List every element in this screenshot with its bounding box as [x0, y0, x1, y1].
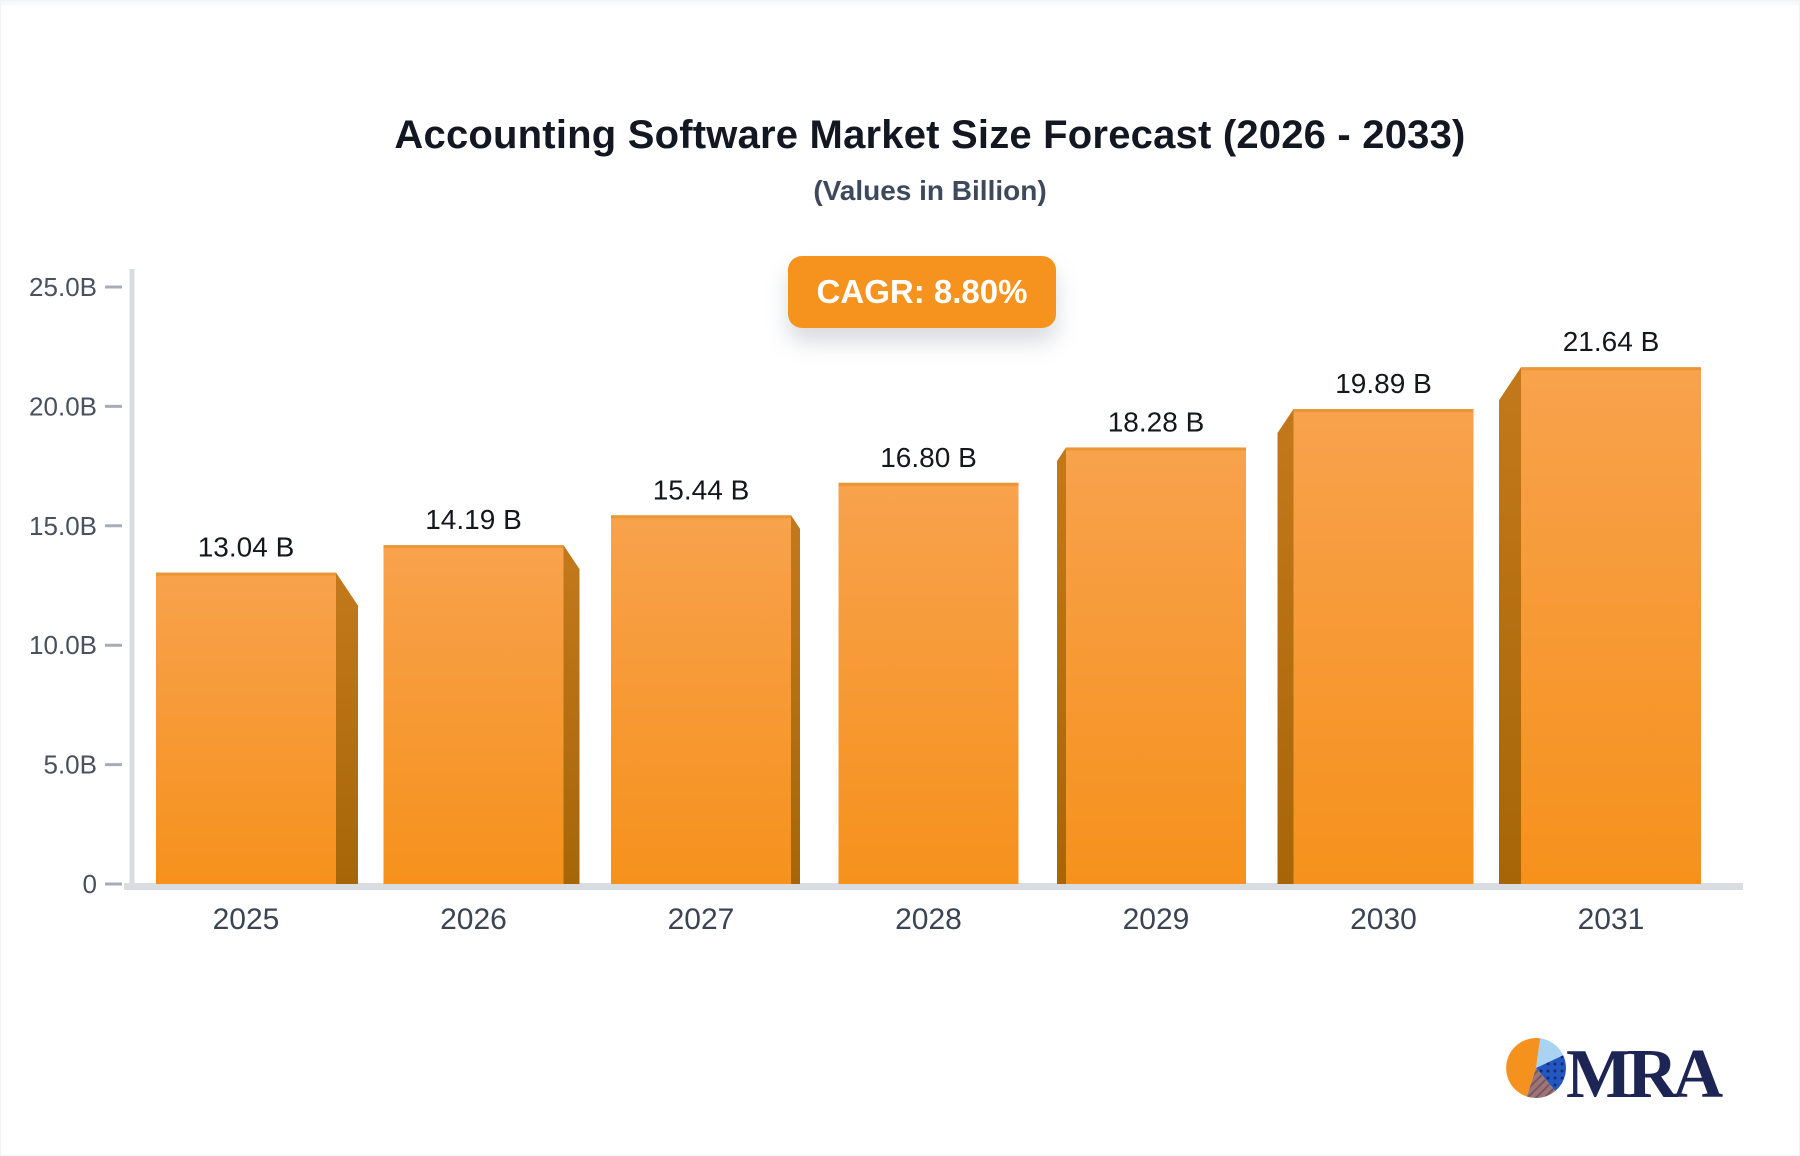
bar-top-edge: [1521, 367, 1701, 371]
x-axis-label: 2030: [1350, 903, 1417, 936]
brand-logo: MRA: [1496, 1026, 1786, 1126]
bar-front-face: [838, 482, 1019, 884]
bar-group-2028: 16.80 B: [838, 442, 1019, 884]
y-tick-label: 0: [83, 869, 97, 899]
bar-side-face: [336, 572, 358, 884]
bar-top-edge: [1293, 409, 1474, 413]
y-tick-label: 10.0B: [29, 630, 97, 660]
bar-value-label: 15.44 B: [653, 474, 750, 505]
bar-top-edge: [1066, 447, 1246, 451]
logo-text: MRA: [1566, 1036, 1724, 1113]
bar-side-face: [791, 515, 800, 884]
chart-title: Accounting Software Market Size Forecast…: [394, 113, 1466, 157]
x-axis-label: 2026: [440, 903, 507, 936]
bar-top-edge: [383, 545, 564, 549]
x-axis-label: 2025: [213, 903, 280, 936]
bar-side-face: [563, 545, 580, 884]
chart-subtitle: (Values in Billion): [813, 175, 1047, 206]
bar-value-label: 18.28 B: [1108, 406, 1205, 437]
x-axis-label: 2031: [1578, 903, 1645, 936]
bar-group-2027: 15.44 B: [611, 474, 800, 884]
bar-front-face: [1066, 447, 1246, 884]
bar-front-face: [383, 545, 564, 884]
y-tick-label: 25.0B: [29, 272, 97, 302]
bar-front-face: [1293, 409, 1474, 884]
bar-group-2026: 14.19 B: [383, 504, 580, 884]
bar-side-face: [1057, 447, 1066, 884]
bar-side-face: [1499, 367, 1521, 884]
x-axis-label: 2029: [1123, 903, 1190, 936]
bar-front-face: [611, 515, 791, 884]
bar-group-2029: 18.28 B: [1057, 406, 1246, 884]
bar-value-label: 13.04 B: [198, 532, 295, 563]
y-tick-label: 15.0B: [29, 511, 97, 541]
bar-top-edge: [156, 572, 336, 576]
bar-value-label: 16.80 B: [880, 442, 977, 473]
bar-value-label: 19.89 B: [1335, 368, 1432, 399]
cagr-badge: CAGR: 8.80%: [788, 256, 1056, 328]
bar-group-2031: 21.64 B: [1499, 326, 1701, 884]
bar-value-label: 14.19 B: [425, 504, 522, 535]
bar-value-label: 21.64 B: [1563, 326, 1660, 357]
top-border-strip: [1, 1, 1799, 5]
bar-top-edge: [838, 482, 1019, 486]
bar-group-2030: 19.89 B: [1277, 368, 1474, 884]
x-axis-label: 2027: [668, 903, 735, 936]
bar-group-2025: 13.04 B: [156, 532, 358, 884]
y-tick-label: 20.0B: [29, 391, 97, 421]
bar-front-face: [1521, 367, 1701, 884]
pie-chart-logo-icon: [1506, 1038, 1567, 1098]
bar-front-face: [156, 572, 336, 884]
bar-side-face: [1277, 409, 1294, 884]
bar-top-edge: [611, 515, 791, 519]
y-tick-label: 5.0B: [44, 750, 98, 780]
x-axis-label: 2028: [895, 903, 962, 936]
